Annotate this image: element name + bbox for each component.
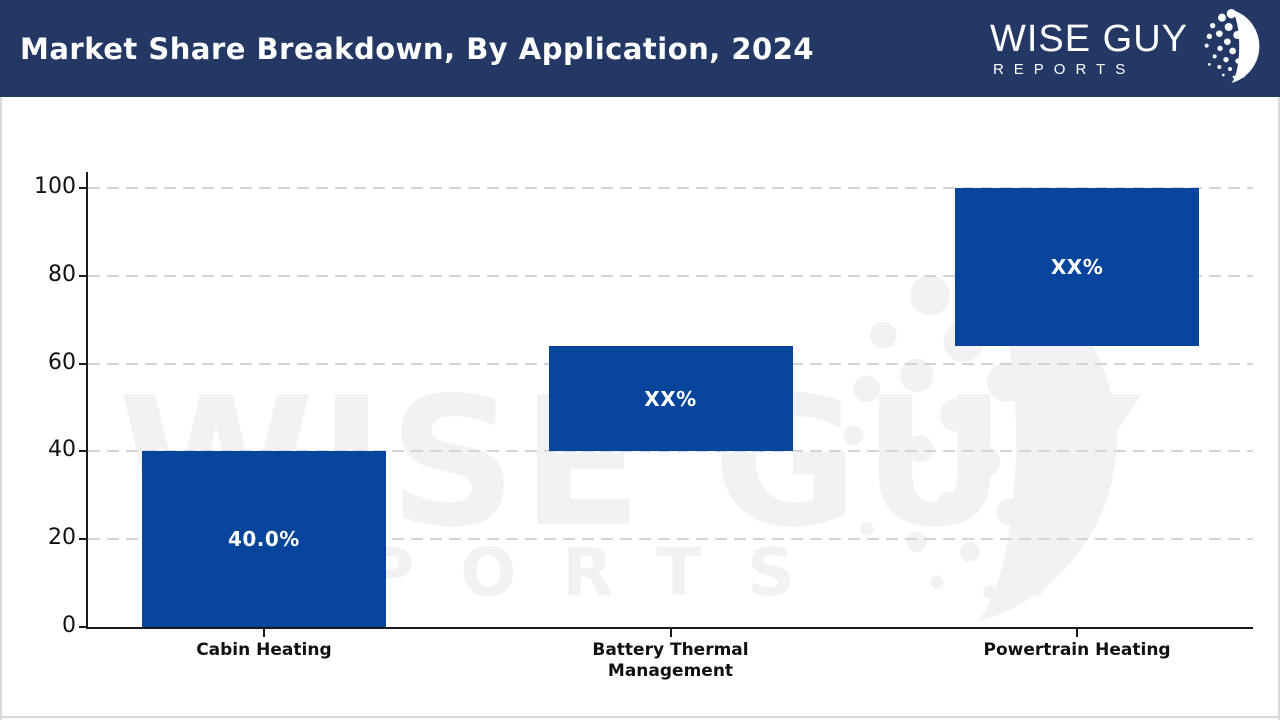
y-axis-tick-mark bbox=[79, 362, 87, 365]
gridline-20 bbox=[88, 538, 1253, 541]
y-axis-tick-mark bbox=[79, 538, 87, 541]
y-axis-tick-label: 60 bbox=[48, 349, 76, 375]
y-axis-tick-label: 40 bbox=[48, 437, 76, 463]
page-border-right bbox=[1278, 97, 1280, 720]
x-axis-category-label: Powertrain Heating bbox=[983, 640, 1171, 660]
brand-name: WISE GUY bbox=[989, 18, 1188, 60]
brand-logo: WISE GUY REPORTS bbox=[990, 5, 1270, 93]
brand-logo-text: WISE GUY REPORTS bbox=[990, 19, 1188, 78]
x-axis-tick-mark bbox=[669, 629, 672, 637]
y-axis-tick-mark bbox=[79, 274, 87, 277]
y-axis-tick-mark bbox=[79, 187, 87, 189]
bar-2: XX% bbox=[548, 346, 793, 452]
y-axis-tick-mark bbox=[79, 626, 87, 628]
y-axis-tick-mark bbox=[79, 450, 87, 453]
bar-value-label: XX% bbox=[644, 386, 697, 411]
bar-value-label: XX% bbox=[1050, 255, 1104, 280]
y-axis-tick-label: 100 bbox=[34, 174, 76, 199]
x-axis-tick-mark bbox=[1076, 629, 1079, 637]
gridline-80 bbox=[88, 274, 1253, 277]
y-axis-tick-label: 80 bbox=[48, 261, 76, 287]
y-axis-line bbox=[86, 172, 88, 629]
header: Market Share Breakdown, By Application, … bbox=[0, 0, 1280, 97]
y-axis-tick-label: 0 bbox=[62, 613, 76, 638]
bar-value-label: 40.0% bbox=[227, 527, 300, 552]
y-axis-tick-label: 20 bbox=[48, 525, 76, 551]
x-axis-line bbox=[86, 627, 1253, 629]
gridline-40 bbox=[88, 450, 1253, 453]
x-axis-category-label: Battery Thermal Management bbox=[592, 640, 749, 681]
brand-subtitle: REPORTS bbox=[992, 61, 1136, 78]
gridline-100 bbox=[88, 187, 1253, 189]
bar-1: 40.0% bbox=[141, 451, 386, 627]
x-axis-tick-mark bbox=[262, 629, 265, 637]
page-border-left bbox=[0, 97, 2, 720]
wiseguy-face-icon bbox=[1190, 5, 1270, 93]
x-axis-category-label: Cabin Heating bbox=[196, 640, 332, 660]
page-title: Market Share Breakdown, By Application, … bbox=[20, 31, 815, 66]
page-border-bottom bbox=[0, 716, 1280, 718]
bar-3: XX% bbox=[955, 188, 1200, 347]
